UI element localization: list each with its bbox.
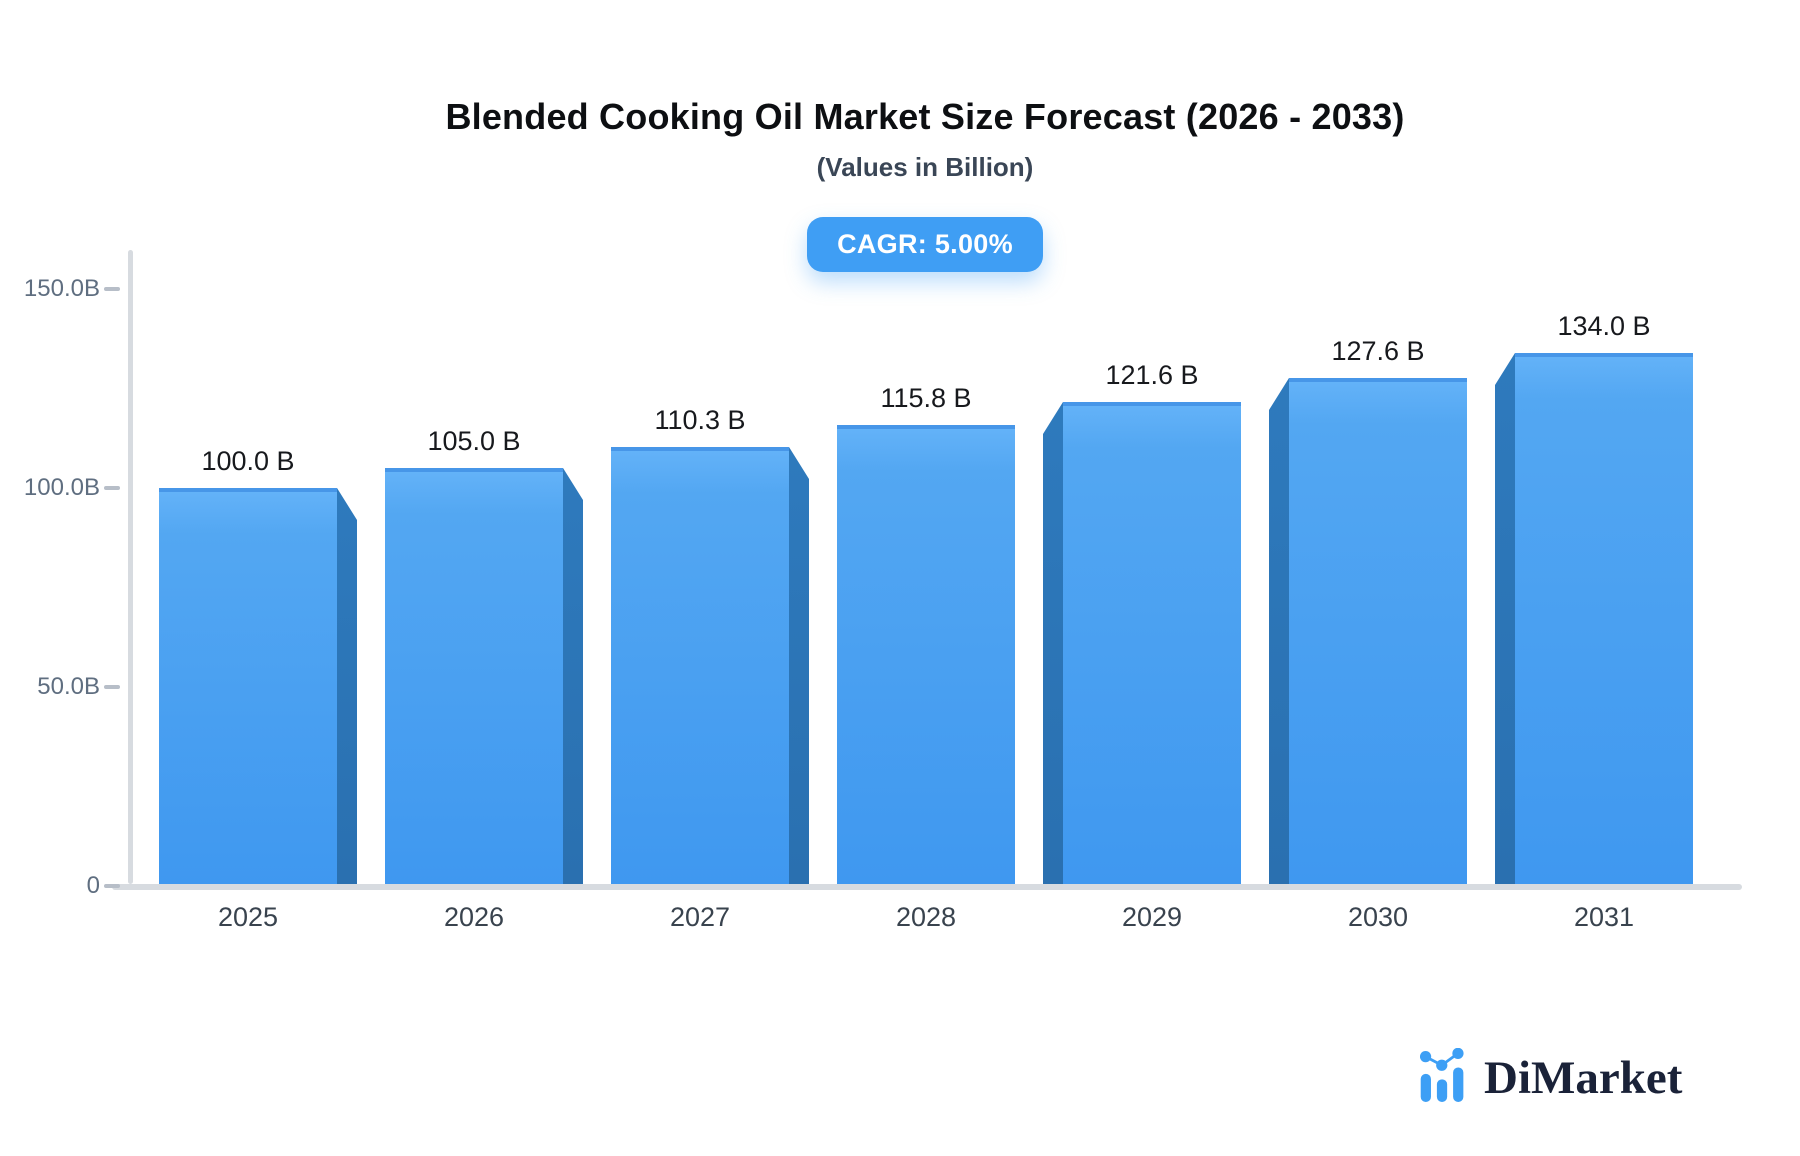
bar-bevel-left (1269, 378, 1289, 884)
y-axis-tick-label: 0 (86, 872, 100, 899)
bar-value-label: 110.3 B (654, 405, 746, 435)
y-axis-tick-mark (104, 685, 120, 689)
y-axis-tick-label: 50.0B (37, 673, 100, 700)
x-axis-label: 2028 (895, 902, 957, 932)
chart-subtitle: (Values in Billion) (816, 152, 1034, 182)
bar-bevel-right (337, 488, 357, 884)
bar-2026 (385, 468, 563, 884)
chart-title: Blended Cooking Oil Market Size Forecast… (445, 96, 1405, 137)
x-axis-label: 2031 (1573, 902, 1635, 932)
chart-header: Blended Cooking Oil Market Size Forecast… (50, 0, 1800, 272)
bar-bevel-right (789, 447, 809, 884)
y-axis-tick-label: 150.0B (23, 275, 100, 302)
bar-2029 (1063, 402, 1241, 884)
bar-bevel-left (1043, 402, 1063, 884)
bar-value-label: 115.8 B (880, 383, 972, 413)
x-axis-label: 2027 (669, 902, 731, 932)
bar-bevel-right (563, 468, 583, 884)
y-axis-tick-label: 100.0B (23, 474, 100, 501)
bar-2025 (159, 488, 337, 884)
bar-bevel-left (1495, 353, 1515, 884)
dimarket-chart-icon (1420, 1048, 1464, 1102)
bar-2031 (1515, 353, 1693, 884)
bar-value-label: 127.6 B (1331, 336, 1425, 366)
bar-2030 (1289, 378, 1467, 884)
x-axis-label: 2026 (443, 902, 505, 932)
bar-value-label: 105.0 B (427, 426, 521, 456)
brand-logo: DiMarket (1420, 1048, 1682, 1102)
x-axis-line (112, 884, 1742, 890)
x-axis-label: 2025 (217, 902, 279, 932)
x-axis-label: 2029 (1121, 902, 1183, 932)
bar-value-label: 134.0 B (1557, 311, 1651, 341)
cagr-badge: CAGR: 5.00% (807, 217, 1043, 272)
bar-2028 (837, 425, 1015, 884)
bar-2027 (611, 447, 789, 884)
y-axis-tick-mark (104, 486, 120, 490)
bar-value-label: 100.0 B (201, 446, 295, 476)
x-axis-label: 2030 (1347, 902, 1409, 932)
y-axis-tick-mark (104, 287, 120, 291)
y-axis-line (128, 250, 133, 884)
bar-value-label: 121.6 B (1105, 360, 1199, 390)
y-axis-tick-mark (104, 884, 120, 888)
brand-name: DiMarket (1484, 1052, 1683, 1104)
